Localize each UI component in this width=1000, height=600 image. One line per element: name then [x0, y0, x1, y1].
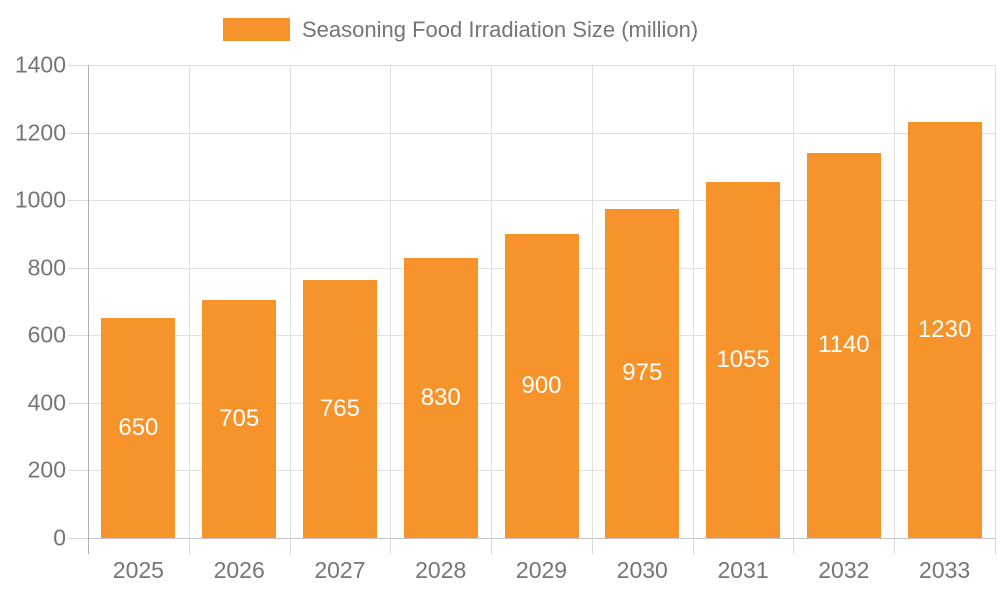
- h-gridline: [88, 65, 995, 66]
- y-axis-tick-label: 1000: [14, 186, 66, 213]
- bar: [403, 257, 478, 538]
- x-axis-tick-label: 2031: [717, 557, 769, 583]
- bar: [706, 181, 781, 538]
- v-gridline: [894, 65, 896, 538]
- y-axis-tick: [68, 335, 88, 337]
- x-axis-tick-label: 2025: [112, 557, 164, 583]
- bar-value-label: 975: [622, 359, 663, 387]
- x-axis-tick: [390, 538, 392, 554]
- bar: [302, 279, 377, 538]
- bar: [605, 208, 680, 538]
- x-axis-tick: [491, 538, 493, 554]
- y-axis-tick-label: 1200: [14, 119, 66, 146]
- y-axis-line: [88, 65, 89, 554]
- v-gridline: [793, 65, 795, 538]
- bar: [806, 152, 881, 538]
- bar-value-label: 830: [420, 383, 461, 411]
- bar-value-label: 1140: [818, 331, 870, 359]
- y-axis-tick-label: 600: [27, 321, 66, 348]
- x-axis-tick: [591, 538, 593, 554]
- y-axis-tick: [68, 470, 88, 472]
- x-axis-tick-label: 2033: [919, 557, 971, 583]
- v-gridline: [390, 65, 392, 538]
- h-gridline: [88, 538, 995, 539]
- bar-value-label: 705: [219, 404, 260, 432]
- y-axis-tick: [68, 132, 88, 134]
- x-axis-tick-label: 2030: [616, 557, 668, 583]
- x-axis-tick-label: 2026: [213, 557, 265, 583]
- bar-value-label: 650: [118, 414, 159, 442]
- v-gridline: [692, 65, 694, 538]
- x-axis-tick-label: 2032: [818, 557, 870, 583]
- bar: [202, 299, 277, 538]
- v-gridline: [289, 65, 291, 538]
- bar: [907, 122, 982, 538]
- bar-value-label: 1230: [917, 316, 972, 344]
- x-axis-tick-label: 2027: [314, 557, 366, 583]
- h-gridline: [88, 132, 995, 134]
- x-axis-tick: [188, 538, 190, 554]
- bar-value-label: 1055: [716, 345, 770, 373]
- v-gridline: [188, 65, 190, 538]
- bar-value-label: 900: [521, 371, 562, 399]
- y-axis-tick-label: 400: [27, 389, 66, 416]
- x-axis-tick-label: 2028: [415, 557, 467, 583]
- y-axis-tick: [68, 65, 88, 66]
- v-gridline: [995, 65, 996, 538]
- v-gridline: [491, 65, 493, 538]
- y-axis-tick-label: 1400: [14, 51, 66, 78]
- x-axis-tick: [894, 538, 896, 554]
- bar: [101, 318, 176, 538]
- legend-swatch[interactable]: [223, 18, 290, 41]
- y-axis-tick: [68, 267, 88, 269]
- y-axis-tick: [68, 538, 88, 539]
- v-gridline: [591, 65, 593, 538]
- x-axis-tick: [692, 538, 694, 554]
- x-axis-tick: [289, 538, 291, 554]
- x-axis-tick: [793, 538, 795, 554]
- x-axis-tick-label: 2029: [515, 557, 568, 583]
- y-axis-tick-label: 0: [53, 524, 66, 551]
- y-axis-tick-label: 800: [27, 254, 66, 281]
- bar: [504, 233, 579, 538]
- h-gridline: [88, 200, 995, 202]
- bar-value-label: 765: [319, 394, 360, 422]
- y-axis-tick: [68, 402, 88, 404]
- plot-area: 0 200 400 600 800 1000 1200 1400 650 2025 705 2026 7…: [15, 53, 996, 582]
- x-axis-tick: [995, 538, 996, 554]
- legend-label[interactable]: Seasoning Food Irradiation Size (million…: [302, 17, 699, 42]
- legend[interactable]: Seasoning Food Irradiation Size (million…: [223, 17, 698, 42]
- y-axis-tick-label: 200: [27, 456, 66, 483]
- y-axis-tick: [68, 200, 88, 202]
